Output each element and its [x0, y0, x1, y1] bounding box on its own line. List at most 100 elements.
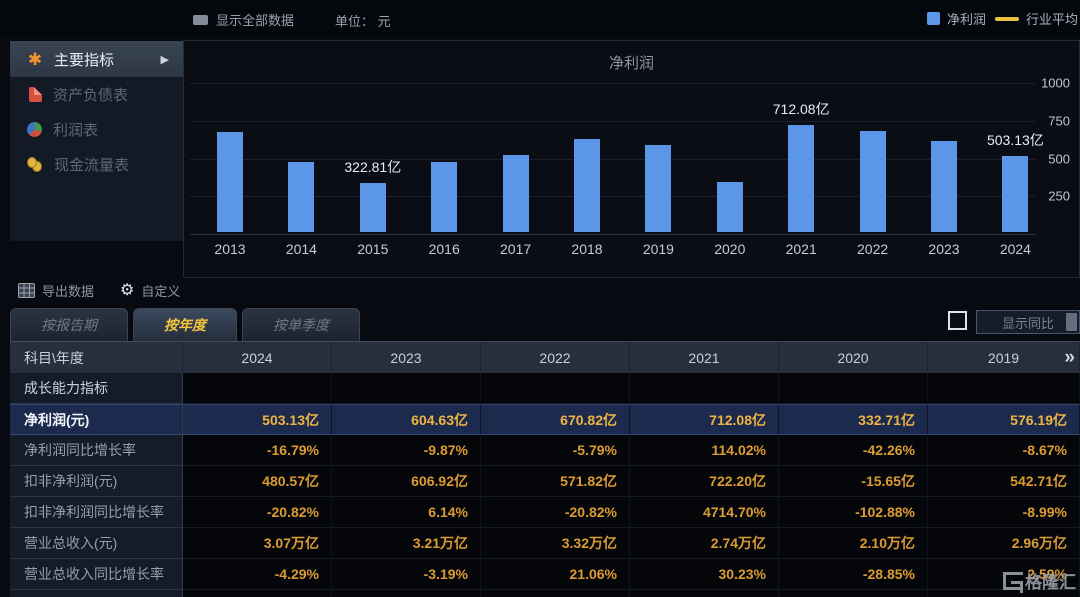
col-header-2019: 2019» [928, 342, 1080, 373]
cell-value [779, 373, 928, 404]
cell-value: -102.88% [779, 497, 928, 528]
comment-icon [193, 14, 208, 25]
cell-value: -4.29% [183, 559, 332, 590]
cell-value: 503.13亿 [183, 404, 332, 435]
bar-2022[interactable] [859, 130, 886, 232]
x-label-2018: 2018 [571, 241, 603, 257]
chart-title: 净利润 [608, 55, 654, 72]
bar-2014[interactable] [288, 161, 315, 232]
show-yoy-checkbox[interactable] [948, 311, 967, 330]
bar-2015[interactable] [359, 183, 386, 232]
scrollbar-handle[interactable] [1066, 313, 1077, 331]
customize-label: 自定义 [141, 284, 181, 299]
sidebar-item-balance-sheet[interactable]: 资产负债表 [10, 77, 183, 112]
table-header-row: 科目\年度 2024 2023 2022 2021 2020 2019» [10, 341, 1080, 373]
top-bar: 显示全部数据 单位： 元 净利润 行业平均 [0, 0, 1080, 38]
chart-legend: 净利润 行业平均 [926, 9, 1078, 28]
gridline [190, 196, 1036, 198]
legend-entry-net-profit[interactable]: 净利润 [926, 9, 986, 28]
export-data-button[interactable]: 导出数据 [18, 281, 94, 300]
cell-value [481, 373, 630, 404]
legend-entry-industry-average[interactable]: 行业平均 [994, 9, 1078, 28]
table-row[interactable]: 扣非净利润同比增长率 -20.82% 6.14% -20.82% 4714.70% -10… [10, 497, 1080, 528]
row-label: 净利润(元) [10, 404, 183, 435]
col-header-2022: 2022 [481, 342, 630, 373]
cell-value: 3.21万亿 [332, 528, 481, 559]
cell-value: 2.74万亿 [630, 528, 779, 559]
customize-button[interactable]: ⚙ 自定义 [120, 281, 180, 300]
sidebar-item-main-indicators[interactable]: ✱ 主要指标 ▶ [10, 41, 183, 77]
legend-label: 净利润 [946, 12, 986, 27]
cell-value [183, 373, 332, 404]
sidebar-item-income-statement[interactable]: 利润表 [10, 112, 183, 147]
gridline [190, 83, 1036, 85]
bar-2016[interactable] [431, 162, 458, 232]
legend-line-icon [994, 16, 1019, 21]
sidebar: ✱ 主要指标 ▶ 资产负债表 利润表 现金流量表 [10, 41, 183, 241]
show-yoy-button[interactable]: 显示同比 [976, 310, 1080, 334]
table-row[interactable]: 营业总收入同比增长率 -4.29% -3.19% 21.06% 30.23% -28.85… [10, 559, 1080, 590]
table-row[interactable]: 成长能力指标 [10, 373, 1080, 404]
bar-2021[interactable] [788, 124, 815, 232]
show-all-data-label: 显示全部数据 [216, 13, 295, 28]
x-label-2021: 2021 [785, 241, 817, 257]
cell-value: 3.32万亿 [481, 528, 630, 559]
bar-2023[interactable] [931, 140, 957, 232]
tab-label: 按单季度 [273, 317, 329, 333]
tab-by-report-period[interactable]: 按报告期 [10, 308, 128, 341]
table-row[interactable]: 营业总收入(元) 3.07万亿 3.21万亿 3.32万亿 2.74万亿 2.10万亿 2.… [10, 528, 1080, 559]
x-label-2019: 2019 [642, 241, 674, 257]
show-all-data-toggle[interactable]: 显示全部数据 [193, 10, 294, 29]
cell-value: -9.87% [332, 435, 481, 466]
row-label: 营业总收入(元) [10, 528, 183, 559]
cell-value: -8.99% [928, 497, 1080, 528]
bar-2024[interactable] [1002, 156, 1029, 232]
cell-value: -20.82% [183, 497, 332, 528]
more-columns-icon[interactable]: » [1064, 346, 1074, 368]
bar-2013[interactable] [217, 132, 243, 232]
cell-value: 571.82亿 [481, 466, 630, 497]
bar-2018[interactable] [574, 139, 600, 232]
cell-value: 4714.70% [630, 497, 779, 528]
cell-value: -15.65亿 [779, 466, 928, 497]
cell-value: 542.71亿 [928, 466, 1080, 497]
x-label-2022: 2022 [857, 241, 889, 257]
legend-square-icon [926, 12, 940, 25]
coins-icon [27, 157, 43, 172]
table-row[interactable]: 扣非净利润(元) 480.57亿 606.92亿 571.82亿 722.20亿 -15.… [10, 466, 1080, 497]
bar-2019[interactable] [645, 145, 672, 232]
legend-label: 行业平均 [1025, 12, 1078, 27]
table-toolbar: 导出数据 ⚙ 自定义 [18, 281, 180, 300]
x-label-2017: 2017 [500, 241, 532, 257]
tab-by-year[interactable]: 按年度 [133, 308, 237, 341]
x-label-2020: 2020 [714, 241, 746, 257]
cell-value [332, 590, 481, 597]
cell-value: 3.07万亿 [183, 528, 332, 559]
x-label-2024: 2024 [999, 241, 1031, 257]
table-row[interactable]: 净利润同比增长率 -16.79% -9.87% -5.79% 114.02% -42.26… [10, 435, 1080, 466]
row-label [10, 590, 183, 597]
sidebar-item-cash-flow[interactable]: 现金流量表 [10, 147, 183, 182]
watermark-gelonghui: 格隆汇 [1003, 568, 1076, 593]
table-row[interactable]: 净利润(元) 503.13亿 604.63亿 670.82亿 712.08亿 332.71… [10, 404, 1080, 435]
show-yoy-label: 显示同比 [1001, 315, 1054, 331]
net-profit-bar-chart: 净利润 1000 750 500 250 2013 2014 2015 322.81亿 2016… [183, 40, 1080, 278]
bar-2017[interactable] [502, 154, 529, 232]
y-tick-label: 750 [1048, 113, 1070, 129]
x-label-2016: 2016 [428, 241, 460, 257]
bar-2020[interactable] [716, 181, 743, 232]
gear-icon: ⚙ [120, 281, 135, 299]
cell-value: -3.19% [332, 559, 481, 590]
y-tick-label: 250 [1048, 188, 1070, 204]
cell-value [183, 590, 332, 597]
y-tick-label: 1000 [1041, 75, 1070, 91]
tab-by-single-quarter[interactable]: 按单季度 [242, 308, 360, 341]
cell-value: 30.23% [630, 559, 779, 590]
cell-value: 21.06% [481, 559, 630, 590]
cell-value: 712.08亿 [630, 404, 779, 435]
cell-value: -28.85% [779, 559, 928, 590]
row-label: 净利润同比增长率 [10, 435, 183, 466]
gelonghui-logo-icon [1003, 571, 1023, 593]
cell-value: 2.10万亿 [779, 528, 928, 559]
y-tick-label: 500 [1048, 151, 1070, 167]
